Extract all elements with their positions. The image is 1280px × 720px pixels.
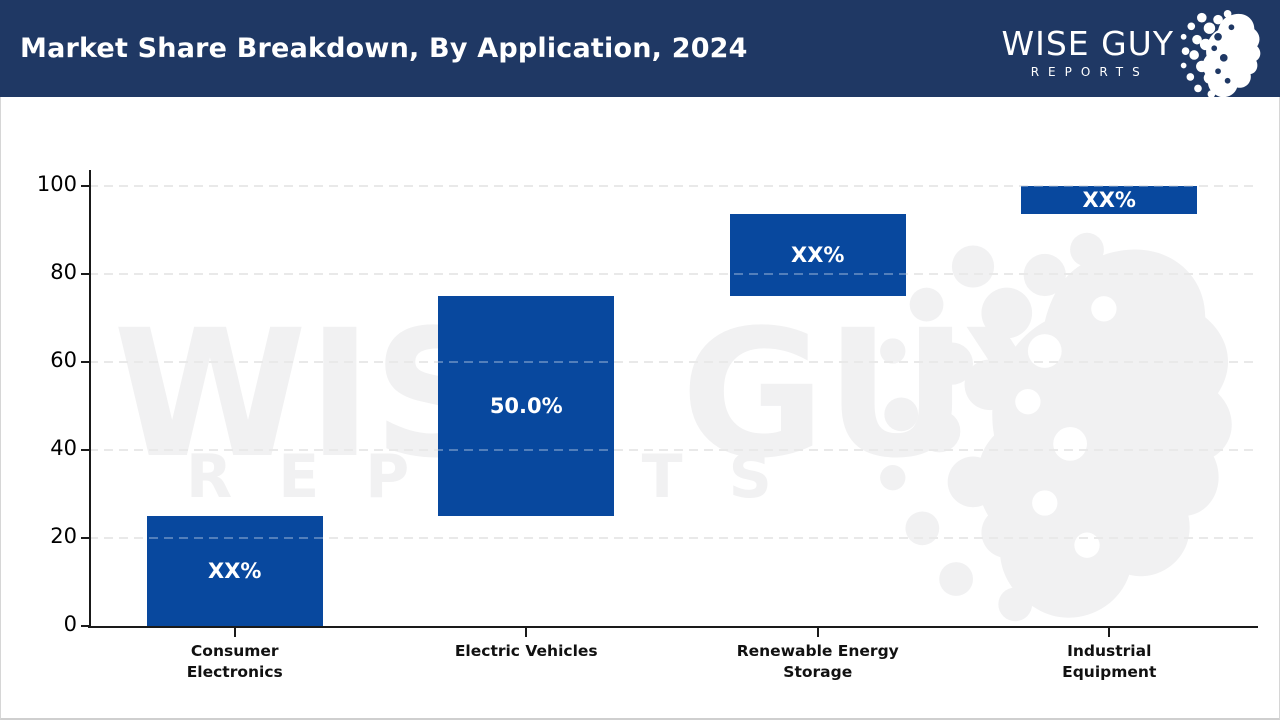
y-axis-tick-label: 0: [63, 612, 77, 636]
y-axis-tick: [81, 537, 89, 539]
gridline-overlay: [89, 185, 1255, 187]
wiseguy-logo-brand: WISE GUY: [1001, 24, 1174, 63]
y-axis-spine: [89, 170, 91, 628]
x-axis-tick: [233, 628, 236, 637]
gridline-overlay: [89, 449, 1255, 451]
chart-header: Market Share Breakdown, By Application, …: [0, 0, 1280, 98]
gridline-overlay: [89, 361, 1255, 363]
x-axis-category-label: Consumer Electronics: [186, 642, 283, 681]
gridline: [89, 361, 1255, 363]
bar-segment: 50.0%: [438, 296, 615, 516]
wiseguy-logo: WISE GUY REPORTS: [1001, 6, 1262, 98]
x-axis-tick: [525, 628, 528, 637]
gridline-overlay: [89, 273, 1255, 275]
wiseguy-head-icon: [1180, 10, 1261, 98]
bar-segment: XX%: [146, 516, 323, 626]
x-axis-tick: [816, 628, 819, 637]
x-axis-category-label: Industrial Equipment: [1062, 642, 1157, 681]
x-axis-spine: [88, 626, 1258, 628]
gridline: [89, 185, 1255, 187]
wiseguy-logo-reports: REPORTS: [1030, 65, 1149, 79]
x-axis-category-label: Renewable Energy Storage: [736, 642, 899, 681]
y-axis-tick-label: 100: [36, 172, 77, 196]
y-axis-tick-label: 20: [50, 524, 77, 548]
bar-value-label: 50.0%: [489, 394, 563, 418]
y-axis-tick-label: 40: [50, 436, 77, 460]
y-axis-tick: [81, 185, 89, 187]
y-axis-tick: [81, 449, 89, 451]
y-axis-tick-label: 60: [50, 348, 77, 372]
bar-segment: XX%: [1021, 186, 1198, 214]
gridline: [89, 537, 1255, 539]
x-axis-tick: [1108, 628, 1111, 637]
y-axis-tick: [81, 625, 89, 627]
y-axis-tick-label: 80: [50, 260, 77, 284]
bar-segment: XX%: [729, 213, 906, 296]
gridline: [89, 273, 1255, 275]
chart-title: Market Share Breakdown, By Application, …: [20, 33, 748, 64]
bar-value-label: XX%: [208, 559, 262, 583]
y-axis-tick: [81, 361, 89, 363]
x-axis-category-label: Electric Vehicles: [454, 642, 598, 660]
plot-area: WISE GUY REPORTS 020406080100XX%50.0%XX%…: [0, 97, 1280, 720]
watermark-head-icon: [880, 232, 1232, 622]
bar-value-label: XX%: [1082, 187, 1136, 212]
y-axis-tick: [81, 273, 89, 275]
gridline: [89, 449, 1255, 451]
bar-value-label: XX%: [791, 242, 845, 267]
gridline-overlay: [89, 537, 1255, 539]
wiseguy-logo-text: WISE GUY REPORTS: [1001, 24, 1174, 79]
